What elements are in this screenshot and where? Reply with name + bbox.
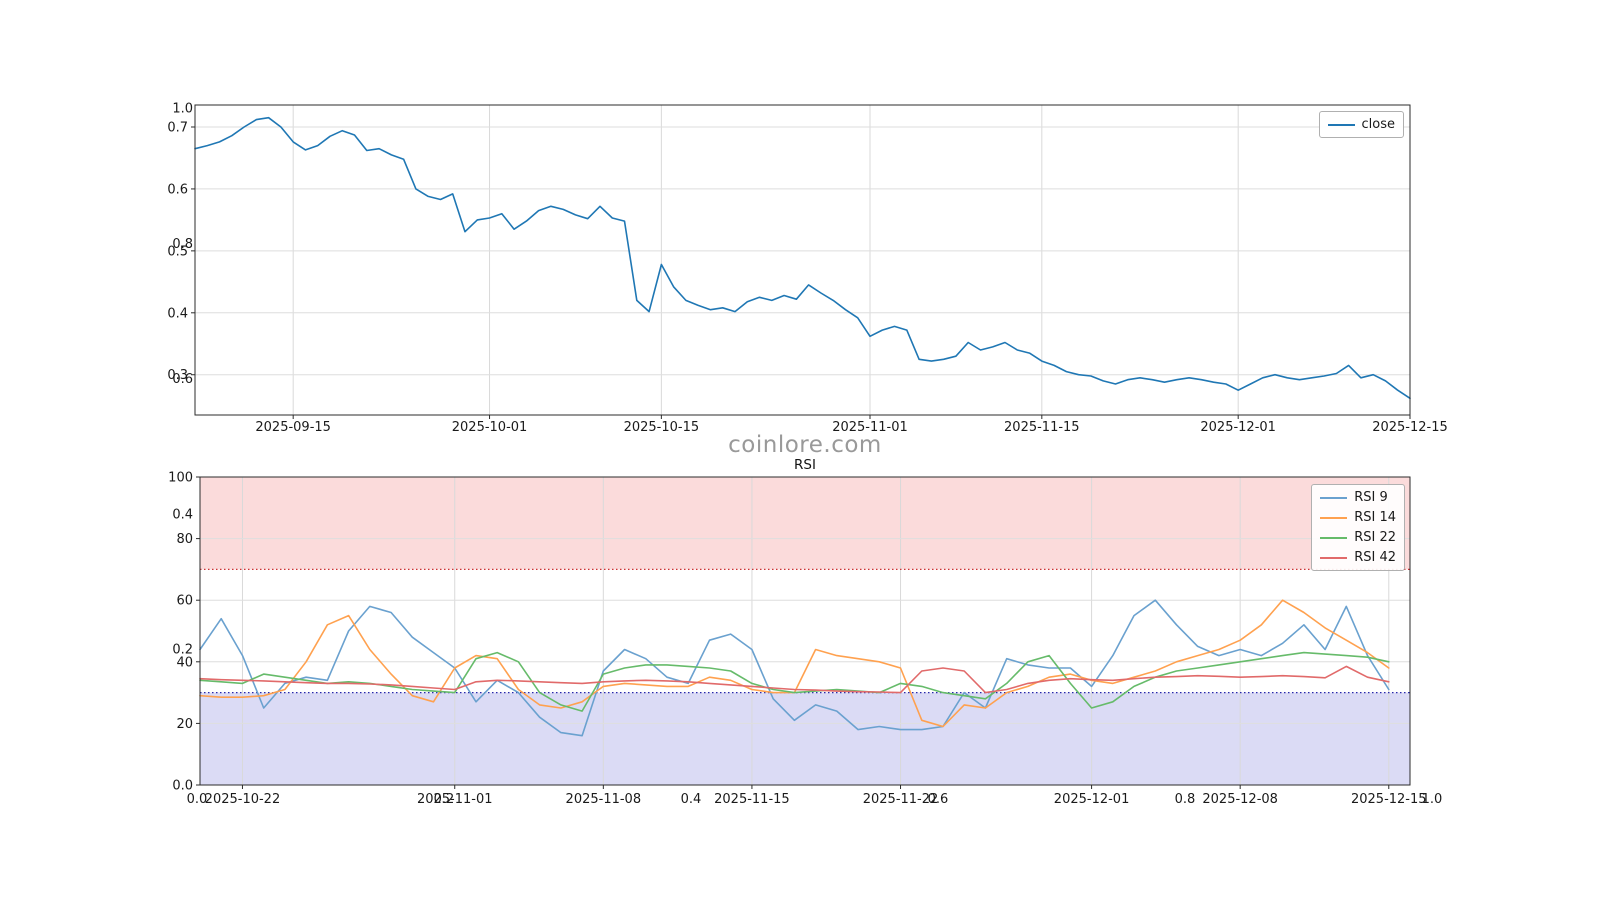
- price-legend: close: [1318, 111, 1404, 138]
- y-tick-label: 60: [176, 594, 193, 609]
- rsi-9-line: [199, 599, 1390, 737]
- y-tick-label: 0.4: [167, 306, 188, 321]
- y-tick-label: 0.0: [172, 779, 193, 794]
- legend-entry-close: close: [1327, 116, 1395, 133]
- overlay-x-tick-label: 0.6: [928, 792, 949, 807]
- y-tick-label: 0.6: [167, 182, 188, 197]
- y-tick-label: 80: [176, 532, 193, 547]
- x-tick-label: 2025-12-08: [1202, 792, 1278, 807]
- y-tick-label: 20: [176, 717, 193, 732]
- x-tick-label: 2025-10-01: [452, 420, 528, 435]
- overlay-x-tick-label: 0.0: [187, 792, 208, 807]
- overlay-y-tick-label: 0.6: [172, 372, 193, 387]
- overlay-x-tick-label: 0.8: [1175, 792, 1196, 807]
- x-tick-label: 2025-12-15: [1372, 420, 1448, 435]
- legend-label-rsi-9: RSI 9: [1354, 490, 1388, 505]
- rsi-14-line-swatch: [1320, 516, 1348, 519]
- close-line-swatch: [1327, 123, 1355, 126]
- watermark: coinlore.com: [728, 432, 882, 458]
- overlay-x-tick-label: 0.4: [681, 792, 702, 807]
- rsi-legend: RSI 9 RSI 14 RSI 22 RSI 42: [1311, 484, 1405, 571]
- rsi-42-line-swatch: [1320, 556, 1348, 559]
- y-tick-label: 0.3: [167, 368, 188, 383]
- x-tick-label: 2025-09-15: [255, 420, 331, 435]
- rsi-22-line-swatch: [1320, 536, 1348, 539]
- x-tick-label: 2025-11-01: [832, 420, 908, 435]
- y-tick-label: 100: [168, 471, 193, 486]
- x-tick-label: 2025-10-15: [624, 420, 700, 435]
- x-tick-label: 2025-12-01: [1054, 792, 1130, 807]
- legend-label-close: close: [1361, 117, 1395, 132]
- legend-entry-rsi-42: RSI 42: [1320, 549, 1396, 566]
- x-tick-label: 2025-12-15: [1351, 792, 1427, 807]
- overlay-x-tick-label: 1.0: [1422, 792, 1443, 807]
- legend-label-rsi-42: RSI 42: [1354, 550, 1396, 565]
- x-tick-label: 2025-10-22: [205, 792, 281, 807]
- axes-frame: [199, 476, 1411, 786]
- rsi-42-line: [199, 665, 1390, 694]
- x-tick-label: 2025-11-22: [863, 792, 939, 807]
- overlay-y-tick-label: 1.0: [172, 102, 193, 117]
- rsi-22-line: [199, 651, 1390, 712]
- y-tick-label: 40: [176, 655, 193, 670]
- oversold-band: [200, 692, 1410, 785]
- x-tick-label: 2025-11-01: [417, 792, 493, 807]
- y-tick-label: 0.7: [167, 120, 188, 135]
- overlay-y-tick-label: 0.2: [172, 643, 193, 658]
- rsi-chart-title: RSI: [794, 457, 816, 473]
- legend-label-rsi-22: RSI 22: [1354, 530, 1396, 545]
- x-tick-label: 2025-11-15: [1004, 420, 1080, 435]
- overbought-band: [200, 477, 1410, 570]
- overlay-y-tick-label: 0.8: [172, 237, 193, 252]
- axes-frame: [194, 104, 1411, 416]
- close-line: [194, 116, 1411, 400]
- x-tick-label: 2025-11-08: [566, 792, 642, 807]
- rsi-9-line-swatch: [1320, 496, 1348, 499]
- legend-entry-rsi-9: RSI 9: [1320, 489, 1396, 506]
- x-tick-label: 2025-11-15: [714, 792, 790, 807]
- legend-label-rsi-14: RSI 14: [1354, 510, 1396, 525]
- overlay-y-tick-label: 0.4: [172, 507, 193, 522]
- legend-entry-rsi-22: RSI 22: [1320, 529, 1396, 546]
- x-tick-label: 2025-12-01: [1200, 420, 1276, 435]
- y-tick-label: 0.5: [167, 244, 188, 259]
- legend-entry-rsi-14: RSI 14: [1320, 509, 1396, 526]
- overlay-x-tick-label: 0.2: [434, 792, 455, 807]
